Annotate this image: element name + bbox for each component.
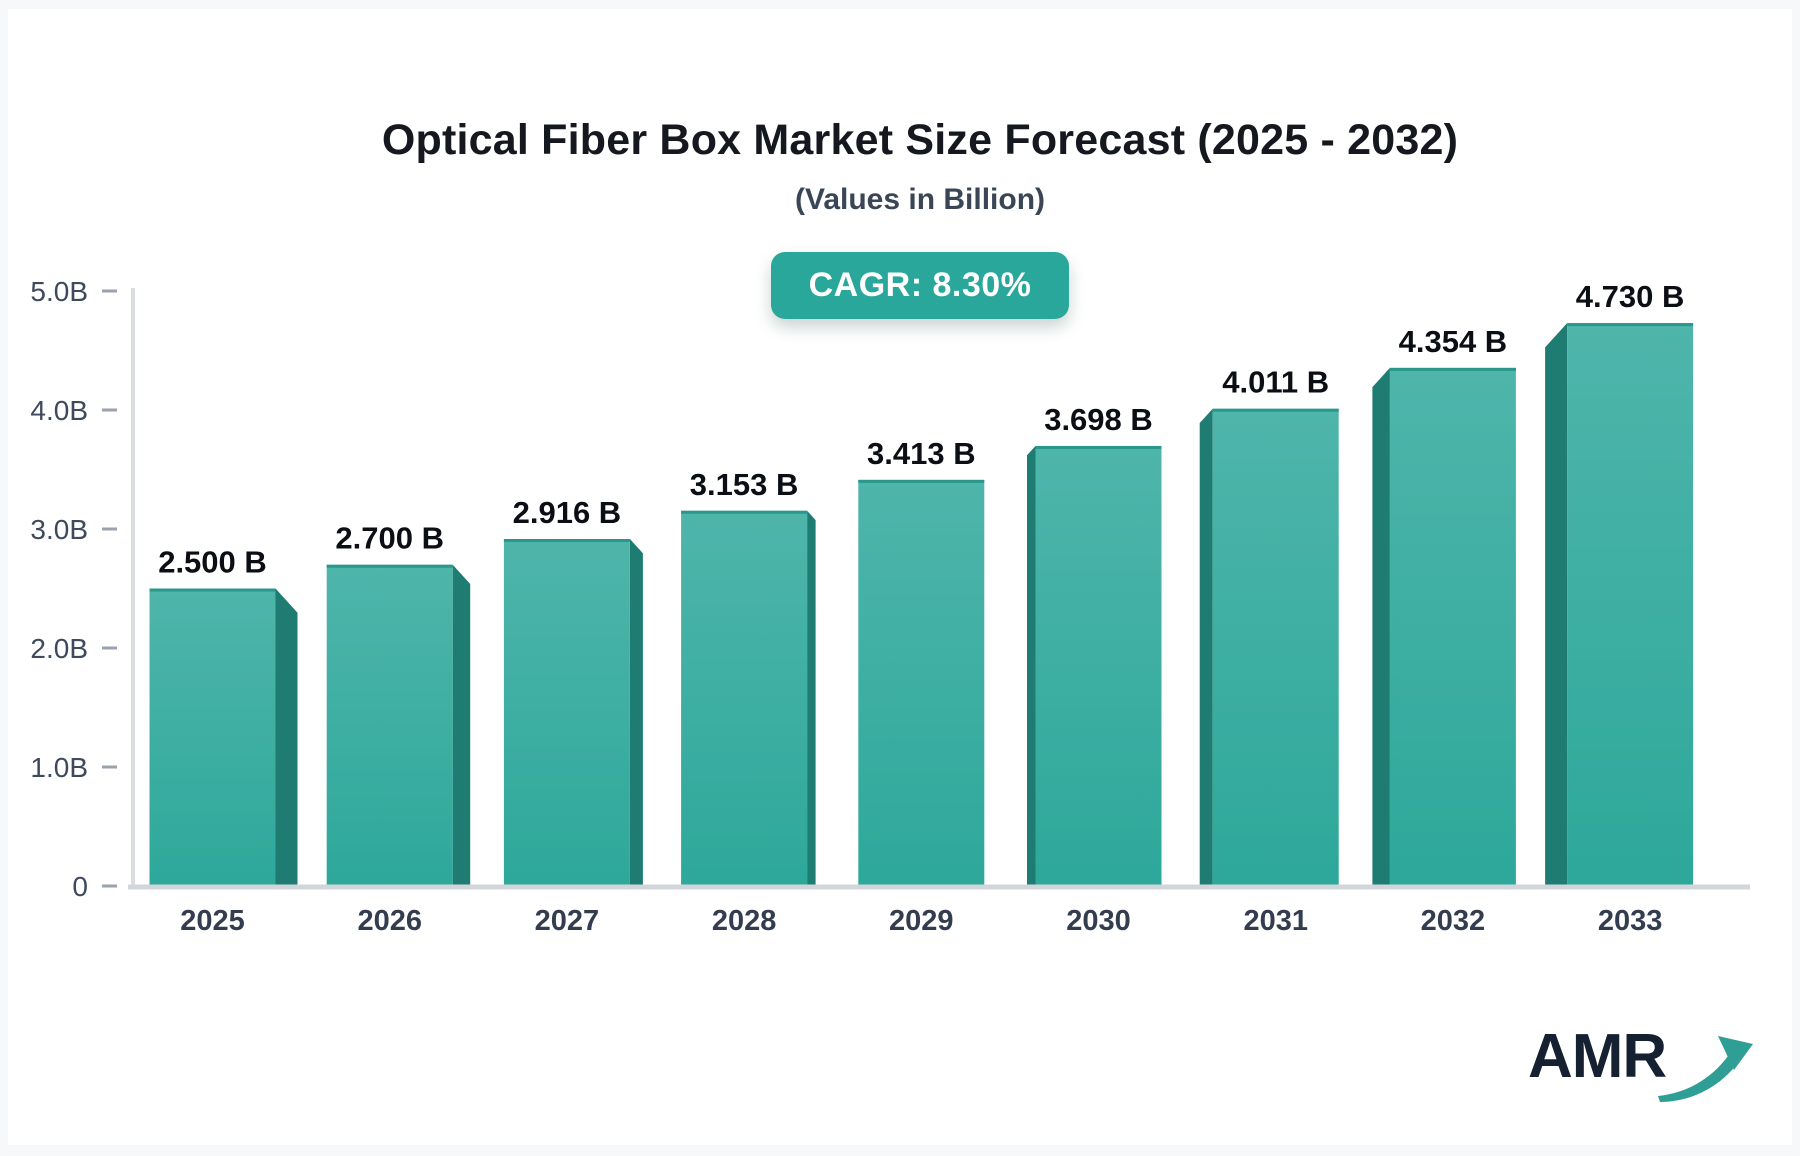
cagr-badge-wrap: CAGR: 8.30%: [40, 252, 1800, 319]
bar-2032: 4.354 B 2032: [1372, 324, 1516, 937]
bar-value-label: 4.354 B: [1399, 324, 1508, 359]
bar-value-label: 2.700 B: [335, 521, 444, 556]
bar-side-face: [1545, 323, 1568, 886]
bar-side-face: [1199, 408, 1213, 886]
bar-side-face: [1027, 445, 1036, 886]
bar-value-label: 3.153 B: [690, 467, 799, 502]
bar-front-face: [1567, 323, 1694, 886]
x-category-label: 2030: [1066, 905, 1131, 937]
y-tick-label: 1.0B: [30, 752, 88, 783]
chart-header: Optical Fiber Box Market Size Forecast (…: [40, 116, 1800, 217]
bar-2031: 4.011 B 2031: [1199, 365, 1339, 937]
bar-2029: 3.413 B 2029: [858, 436, 985, 937]
bar-2026: 2.700 B 2026: [326, 521, 471, 937]
bar-value-label: 2.500 B: [158, 545, 267, 580]
bar-front-face: [1212, 408, 1339, 886]
bar-value-label: 4.730 B: [1576, 279, 1685, 314]
bar-value-label: 3.698 B: [1044, 402, 1153, 437]
bar-2025: 2.500 B 2025: [149, 545, 298, 937]
y-tick-label: 4.0B: [30, 395, 88, 426]
x-category-label: 2033: [1598, 905, 1663, 937]
bar-2030: 3.698 B 2030: [1027, 402, 1162, 937]
bar-front-face: [1389, 367, 1516, 886]
y-tick-label: 3.0B: [30, 514, 88, 545]
bar-side-face: [452, 564, 471, 886]
bar-2028: 3.153 B 2028: [681, 467, 816, 937]
amr-logo-text: AMR: [1528, 1022, 1667, 1091]
bar-2027: 2.916 B 2027: [503, 495, 643, 937]
bar-front-face: [503, 538, 630, 886]
x-category-label: 2029: [889, 905, 954, 937]
amr-logo: AMR: [1528, 1026, 1754, 1109]
y-tick-label: 2.0B: [30, 633, 88, 664]
bar-value-label: 4.011 B: [1222, 365, 1329, 400]
bar-side-face: [1372, 367, 1390, 886]
y-tick-label: 5.0B: [30, 276, 88, 307]
x-category-label: 2025: [180, 905, 245, 937]
bar-front-face: [858, 479, 985, 886]
bar-value-label: 2.916 B: [513, 495, 622, 530]
bar-side-face: [629, 538, 643, 886]
bar-front-face: [149, 588, 276, 886]
chart-title: Optical Fiber Box Market Size Forecast (…: [381, 116, 1459, 164]
x-category-label: 2031: [1243, 905, 1308, 937]
bar-front-face: [681, 510, 808, 886]
bar-side-face: [807, 510, 816, 886]
bar-side-face: [275, 588, 298, 886]
y-tick-label: 0: [72, 871, 88, 902]
bar-2033: 4.730 B 2033: [1545, 279, 1694, 937]
bar-front-face: [1035, 445, 1162, 886]
bar-value-label: 3.413 B: [867, 436, 976, 471]
x-category-label: 2026: [357, 905, 422, 937]
cagr-badge: CAGR: 8.30%: [770, 252, 1070, 319]
growth-arrow-icon: [1658, 1034, 1754, 1109]
x-category-label: 2032: [1421, 905, 1486, 937]
bar-front-face: [326, 564, 453, 886]
x-category-label: 2028: [712, 905, 777, 937]
x-category-label: 2027: [535, 905, 600, 937]
chart-subtitle: (Values in Billion): [794, 183, 1046, 216]
